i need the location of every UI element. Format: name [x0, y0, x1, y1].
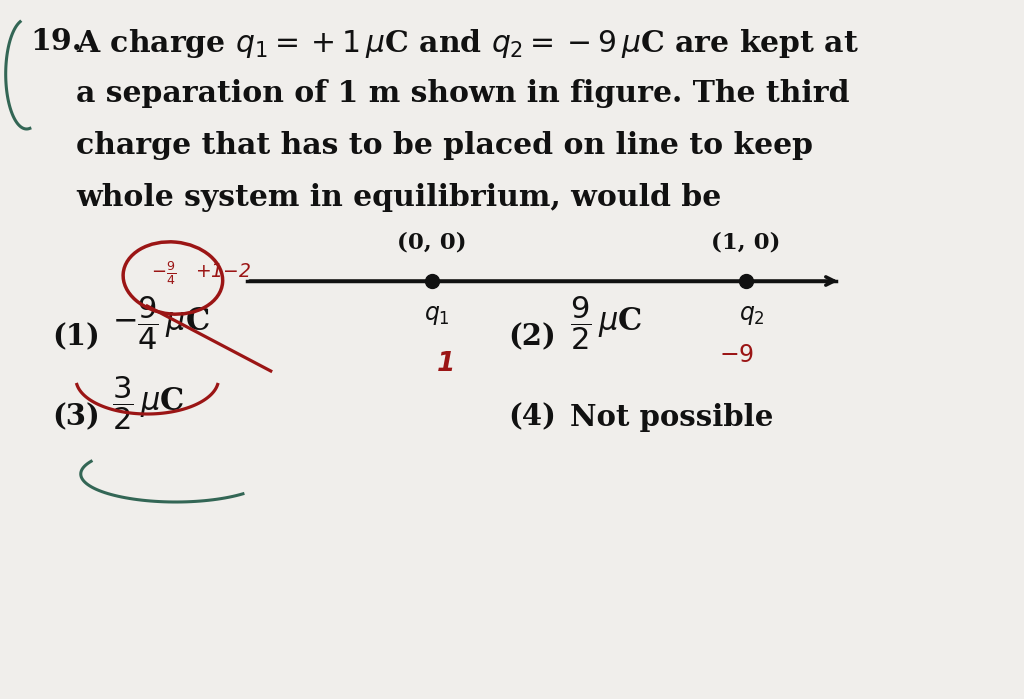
Text: +1$-$2: +1$-$2 [196, 261, 251, 280]
Text: $-9$: $-9$ [719, 343, 754, 367]
Text: 1: 1 [437, 351, 456, 377]
Text: (1, 0): (1, 0) [711, 231, 780, 253]
Text: Not possible: Not possible [570, 403, 773, 431]
Text: $-\frac{9}{4}$: $-\frac{9}{4}$ [151, 259, 176, 287]
Text: (0, 0): (0, 0) [397, 231, 467, 253]
Text: A charge $q_1 = +1\,\mu$C and $q_2 = -9\,\mu$C are kept at: A charge $q_1 = +1\,\mu$C and $q_2 = -9\… [76, 27, 859, 60]
Text: a separation of 1 m shown in figure. The third: a separation of 1 m shown in figure. The… [76, 79, 850, 108]
Text: (2): (2) [508, 322, 556, 352]
Text: (1): (1) [52, 322, 100, 352]
Text: (3): (3) [52, 403, 100, 431]
Text: $-\dfrac{9}{4}\,\mu$C: $-\dfrac{9}{4}\,\mu$C [112, 294, 210, 352]
Text: $q_2$: $q_2$ [739, 303, 765, 327]
Text: (4): (4) [508, 403, 556, 431]
Text: $\dfrac{3}{2}\,\mu$C: $\dfrac{3}{2}\,\mu$C [112, 374, 184, 432]
Text: $\dfrac{9}{2}\,\mu$C: $\dfrac{9}{2}\,\mu$C [570, 294, 642, 352]
Text: whole system in equilibrium, would be: whole system in equilibrium, would be [76, 183, 721, 212]
Text: $q_1$: $q_1$ [424, 303, 450, 327]
Text: charge that has to be placed on line to keep: charge that has to be placed on line to … [76, 131, 813, 160]
Text: 19.: 19. [31, 27, 82, 56]
